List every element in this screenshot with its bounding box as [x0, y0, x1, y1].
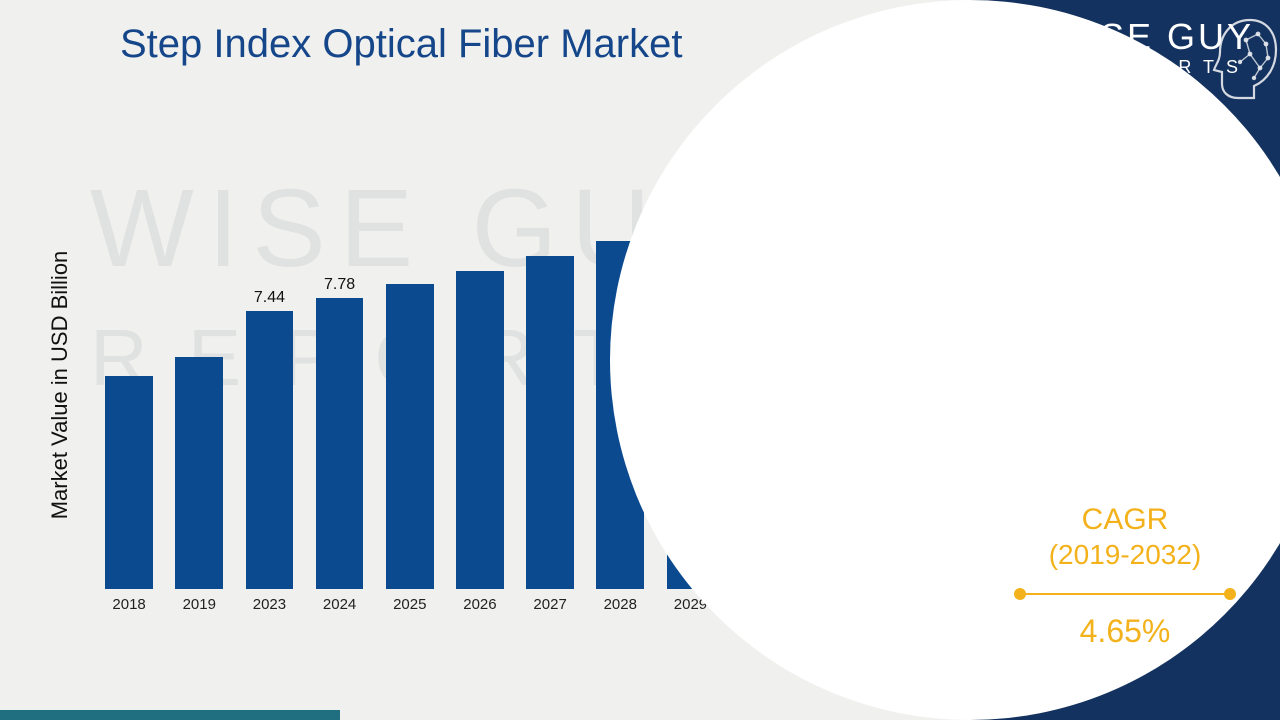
- cagr-value: 4.65%: [1000, 613, 1250, 650]
- bar: [246, 311, 294, 589]
- y-axis-label: Market Value in USD Billion: [47, 185, 73, 585]
- bar-column: [164, 140, 234, 589]
- x-tick-label: 2019: [164, 596, 234, 630]
- x-tick-label: 2025: [375, 596, 445, 630]
- bar: [456, 271, 504, 589]
- accent-bottom-bar: [0, 710, 340, 720]
- bar-column: [515, 140, 585, 589]
- x-tick-label: 2028: [585, 596, 655, 630]
- bar-value-label: 7.78: [324, 276, 355, 294]
- x-tick-label: 2026: [445, 596, 515, 630]
- x-tick-label: 2027: [515, 596, 585, 630]
- x-tick-label: 2024: [305, 596, 375, 630]
- bar: [105, 376, 153, 589]
- infographic-canvas: WISE GUY REPORTS Step Index Optical Fibe…: [0, 0, 1280, 720]
- bar: [386, 284, 434, 589]
- divider-dot-left: [1014, 588, 1026, 600]
- x-tick-label: 2023: [234, 596, 304, 630]
- cagr-divider: [1020, 593, 1230, 595]
- bar-column: 7.78: [305, 140, 375, 589]
- bar: [526, 256, 574, 589]
- bar-column: [375, 140, 445, 589]
- x-tick-label: 2018: [94, 596, 164, 630]
- bar: [175, 357, 223, 589]
- bar-column: 7.44: [234, 140, 304, 589]
- cagr-title: CAGR: [1000, 503, 1250, 537]
- brand-logo: WISE GUY REPORTS: [1050, 18, 1254, 77]
- bar: [316, 298, 364, 589]
- cagr-block: CAGR (2019-2032) 4.65%: [1000, 503, 1250, 650]
- divider-dot-right: [1224, 588, 1236, 600]
- logo-line2: REPORTS: [1050, 58, 1254, 77]
- right-panel: WISE GUY REPORTS CAGR (2019-2032) 4.65%: [970, 0, 1280, 720]
- bar-column: [445, 140, 515, 589]
- logo-line1: WISE GUY: [1050, 18, 1254, 56]
- bar-column: [94, 140, 164, 589]
- page-title: Step Index Optical Fiber Market: [120, 22, 682, 67]
- cagr-range: (2019-2032): [1000, 539, 1250, 571]
- bar-value-label: 7.44: [254, 289, 285, 307]
